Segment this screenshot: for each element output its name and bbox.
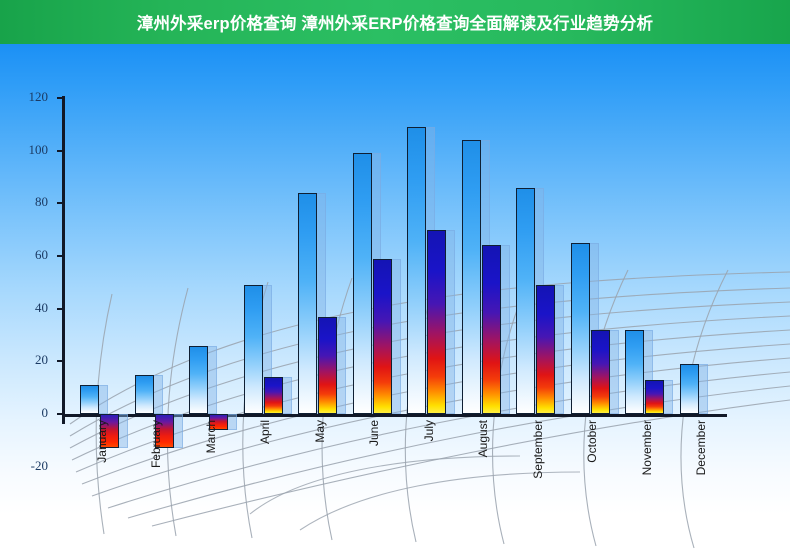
x-axis-tick-label: May — [312, 420, 327, 443]
x-axis-tick-label: November — [639, 420, 654, 476]
x-axis-tick-label: July — [421, 420, 436, 442]
bar[interactable] — [645, 379, 664, 414]
y-axis-tick-mark — [57, 360, 64, 363]
y-axis-tick-label: 60 — [35, 247, 48, 262]
bar[interactable] — [679, 363, 699, 414]
bar[interactable] — [590, 329, 610, 414]
bar[interactable] — [625, 329, 644, 414]
bar[interactable] — [318, 316, 337, 414]
page-title: 漳州外采erp价格查询 漳州外采ERP价格查询全面解读及行业趋势分析 — [136, 15, 654, 33]
x-axis-tick-label: December — [694, 420, 708, 476]
x-axis-tick-label: March — [203, 420, 218, 454]
bar[interactable] — [570, 242, 590, 414]
bar[interactable] — [209, 414, 228, 430]
bar[interactable] — [298, 192, 317, 414]
y-axis-tick-label: 100 — [28, 141, 49, 157]
bar[interactable] — [243, 284, 263, 414]
bar[interactable] — [372, 258, 392, 414]
bar[interactable] — [80, 385, 99, 414]
x-axis-tick-label: April — [258, 420, 272, 445]
y-axis-tick-mark — [57, 307, 64, 310]
y-axis-tick-mark — [57, 202, 64, 205]
x-axis-tick-label: June — [367, 420, 381, 447]
bar[interactable] — [352, 153, 372, 414]
bar[interactable] — [516, 187, 535, 414]
bar[interactable] — [427, 229, 446, 414]
x-axis-tick-label: October — [585, 420, 599, 463]
bar[interactable] — [100, 414, 119, 449]
bar[interactable] — [189, 345, 208, 414]
y-axis-tick-mark — [57, 149, 64, 152]
y-axis-tick-label: 20 — [35, 352, 48, 368]
x-axis-tick-label: August — [476, 420, 490, 458]
y-axis-tick-mark — [57, 413, 64, 415]
bar[interactable] — [134, 374, 154, 414]
y-axis-tick-mark — [57, 97, 64, 99]
title-banner: 漳州外采erp价格查询 漳州外采ERP价格查询全面解读及行业趋势分析 — [0, 0, 790, 44]
y-axis-tick-label: 40 — [35, 299, 48, 315]
x-axis-tick-label: September — [530, 420, 545, 479]
y-axis-tick-label: -20 — [30, 457, 48, 473]
x-axis-tick-label: February — [149, 420, 163, 469]
bar[interactable] — [407, 126, 426, 414]
bar[interactable] — [536, 284, 555, 414]
bar[interactable] — [263, 377, 283, 414]
bar[interactable] — [481, 245, 501, 414]
bar[interactable] — [461, 140, 481, 414]
y-axis-line — [62, 96, 65, 424]
y-axis-tick-label: 0 — [41, 405, 49, 420]
y-axis-tick-label: 80 — [35, 194, 48, 210]
y-axis-tick-label: 120 — [28, 89, 49, 104]
chart-plot-area: 120 100 80 60 40 20 0 -20 January February March A… — [0, 44, 790, 555]
bar[interactable] — [154, 414, 174, 449]
x-axis-tick-label: January — [94, 420, 109, 463]
x-axis-line — [62, 414, 727, 417]
y-axis-tick-mark — [57, 255, 64, 257]
